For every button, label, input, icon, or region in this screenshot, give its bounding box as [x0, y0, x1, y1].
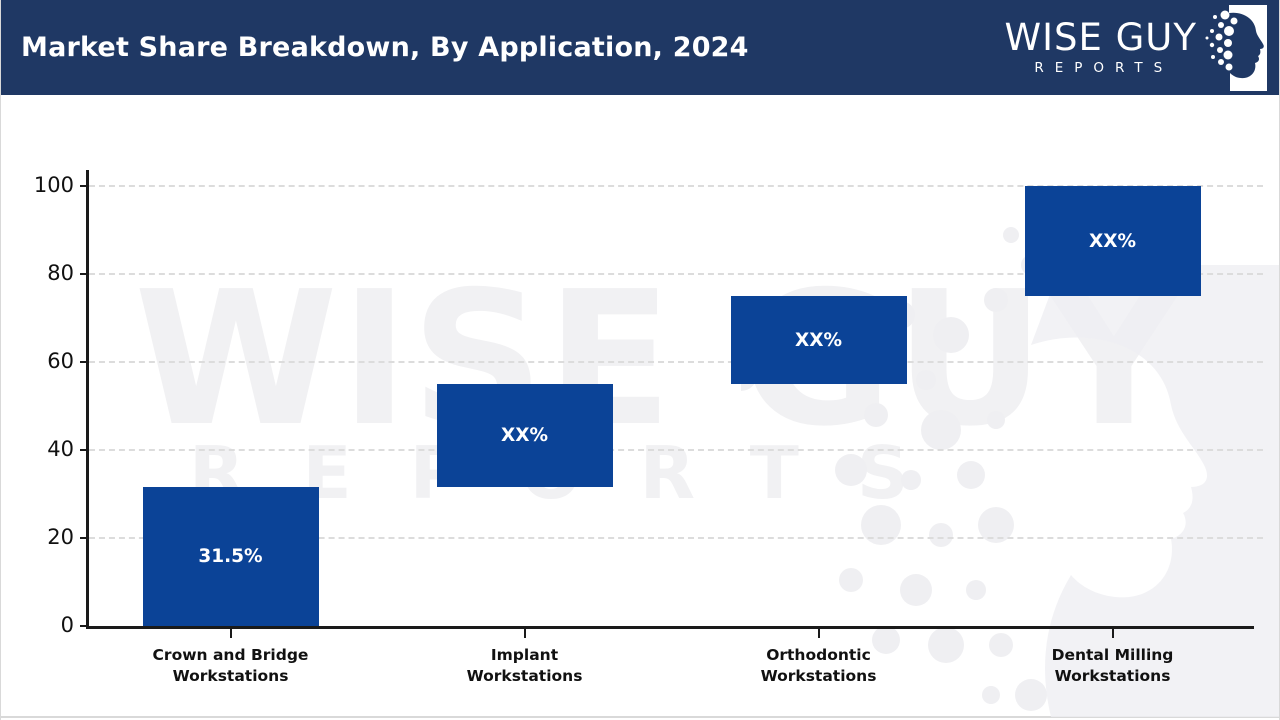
ytick-mark-0	[80, 625, 88, 627]
ytick-label-0: 0	[60, 613, 74, 637]
bar-segment: XX%	[730, 296, 907, 384]
bar-value-label: XX%	[794, 329, 843, 351]
xtick-mark	[523, 629, 526, 638]
xtick-mark	[229, 629, 232, 638]
ytick-mark-100	[80, 185, 88, 187]
y-axis-line	[86, 170, 89, 629]
category-label: Dental Milling Workstations	[1051, 646, 1174, 685]
bar-value-label: XX%	[500, 425, 549, 447]
logo-head-icon	[1205, 4, 1267, 91]
gridline-20	[89, 537, 1263, 539]
gridline-100	[89, 185, 1263, 187]
ytick-mark-60	[80, 361, 88, 363]
header-band: Market Share Breakdown, By Application, …	[1, 0, 1279, 95]
x-axis-line	[86, 626, 1254, 629]
ytick-mark-80	[80, 273, 88, 275]
chart-title: Market Share Breakdown, By Application, …	[21, 32, 749, 63]
logo-subtitle: REPORTS	[1034, 60, 1174, 77]
gridline-60	[89, 361, 1263, 363]
bar-segment: 31.5%	[142, 487, 319, 626]
bar-value-label: 31.5%	[198, 546, 263, 568]
ytick-mark-40	[80, 449, 88, 451]
watermark-head-icon	[741, 221, 1279, 717]
ytick-mark-20	[80, 537, 88, 539]
logo-wordmark: WISE GUY	[1004, 16, 1197, 60]
bar-value-label: XX%	[1088, 230, 1137, 252]
gridline-80	[89, 273, 1263, 275]
gridline-40	[89, 449, 1263, 451]
category-label: Orthodontic Workstations	[760, 646, 877, 685]
xtick-mark	[1111, 629, 1114, 638]
ytick-label-40: 40	[47, 437, 74, 461]
category-label: Crown and Bridge Workstations	[152, 646, 309, 685]
ytick-label-20: 20	[47, 525, 74, 549]
page-bottom-border	[1, 716, 1279, 718]
ytick-label-100: 100	[33, 173, 74, 197]
ytick-label-80: 80	[47, 261, 74, 285]
logo-text: WISE GUY REPORTS	[1005, 19, 1197, 76]
category-label: Implant Workstations	[466, 646, 583, 685]
bar-segment: XX%	[1024, 186, 1201, 296]
wise-guy-reports-logo: WISE GUY REPORTS	[1005, 4, 1267, 91]
ytick-label-60: 60	[47, 349, 74, 373]
bar-segment: XX%	[436, 384, 613, 488]
xtick-mark	[817, 629, 820, 638]
